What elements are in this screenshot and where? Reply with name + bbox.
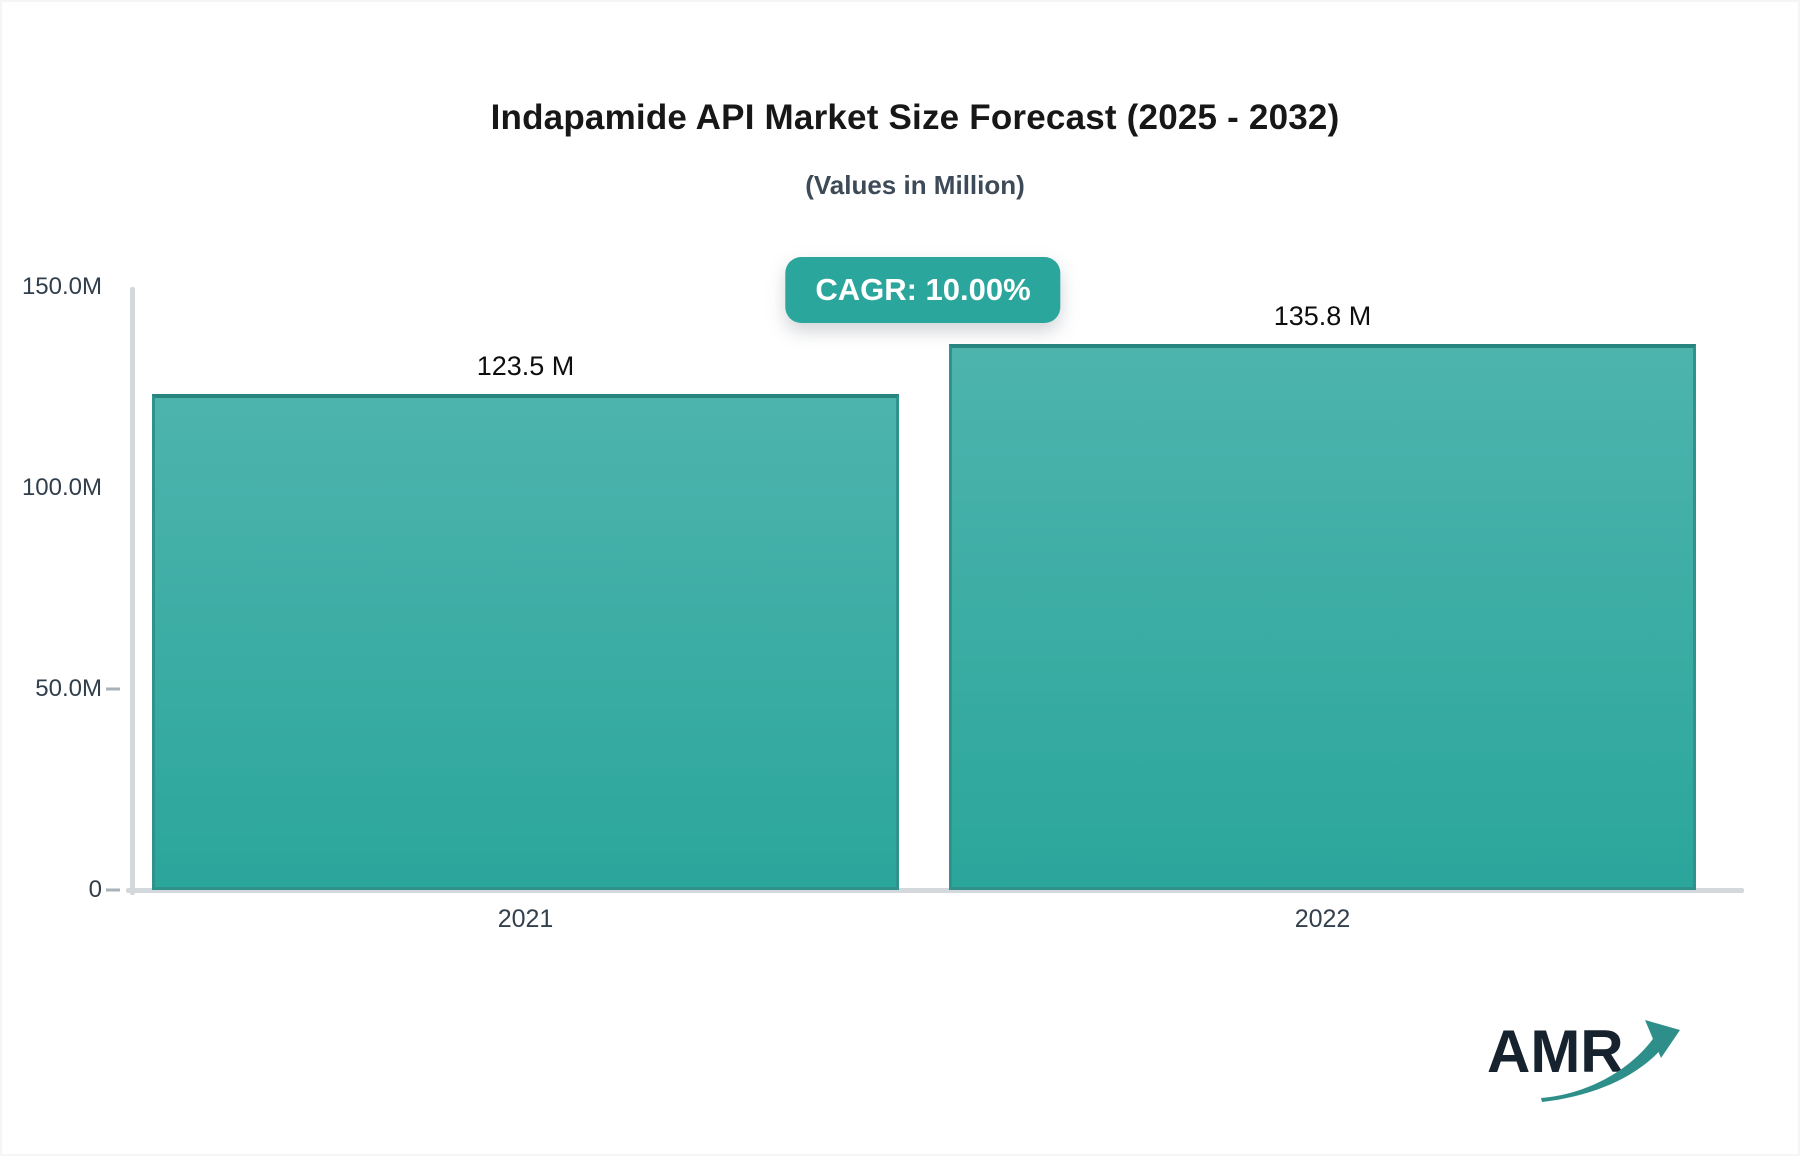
bar-value-label: 135.8 M <box>1273 301 1372 332</box>
amr-logo-arrow-swoosh <box>1541 1036 1664 1102</box>
bar-value-label: 123.5 M <box>476 350 575 381</box>
y-tick-label: 0 <box>88 876 102 903</box>
y-tick-label: 50.0M <box>35 675 102 702</box>
chart-subtitle: (Values in Million) <box>805 170 1025 200</box>
y-tick-mark <box>106 687 120 691</box>
y-axis <box>130 287 135 895</box>
bar-2021 <box>152 393 899 890</box>
x-tick-label: 2021 <box>497 905 554 933</box>
chart-title: Indapamide API Market Size Forecast (202… <box>490 98 1340 137</box>
bar-2022 <box>949 344 1696 890</box>
y-tick-label: 100.0M <box>21 474 102 501</box>
amr-logo: AMR <box>1487 1018 1680 1102</box>
y-tick-label: 150.0M <box>21 273 102 300</box>
amr-logo-arrow-head <box>1645 1020 1680 1058</box>
amr-logo-text: AMR <box>1487 1018 1624 1085</box>
cagr-badge: CAGR: 10.00% <box>785 257 1061 323</box>
y-tick-mark <box>106 888 120 892</box>
x-axis <box>126 888 1744 893</box>
x-tick-label: 2022 <box>1294 905 1351 933</box>
